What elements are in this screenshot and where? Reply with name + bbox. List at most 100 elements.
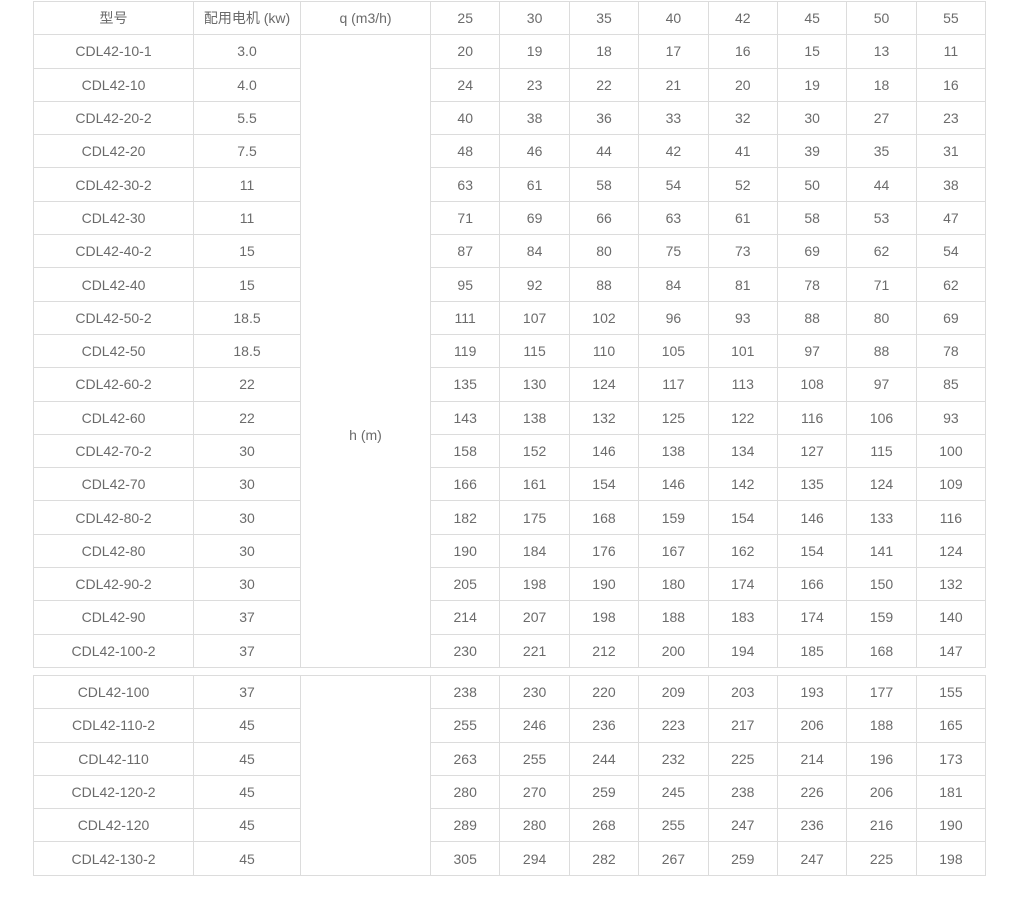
head-value-cell: 143 [429, 400, 501, 435]
model-cell: CDL42-100 [33, 674, 194, 710]
head-value-cell: 53 [846, 200, 917, 236]
table-row: CDL42-90 37 214 207 198 188 183 174 159 … [33, 600, 987, 635]
motor-power-cell: 15 [193, 234, 301, 269]
head-value-cell: 200 [638, 633, 709, 668]
head-value-cell: 206 [846, 774, 917, 810]
head-value-cell: 125 [638, 400, 709, 435]
model-cell: CDL42-30-2 [33, 167, 194, 202]
motor-power-cell: 7.5 [193, 134, 301, 169]
head-value-cell: 280 [429, 774, 501, 810]
head-value-cell: 20 [429, 34, 501, 69]
head-value-cell: 63 [638, 200, 709, 236]
model-cell: CDL42-80 [33, 533, 194, 569]
head-value-cell: 73 [707, 234, 778, 269]
head-value-cell: 33 [638, 100, 709, 136]
head-value-cell: 194 [707, 633, 778, 668]
head-value-cell: 190 [568, 567, 640, 602]
head-value-cell: 183 [707, 600, 778, 635]
head-value-cell: 188 [846, 708, 917, 743]
head-value-cell: 209 [638, 674, 709, 710]
head-value-cell: 138 [638, 433, 709, 469]
table-row: CDL42-130-2 45 305 294 282 267 259 247 2… [33, 841, 987, 876]
head-value-cell: 270 [499, 774, 570, 810]
head-value-cell: 81 [707, 267, 778, 302]
head-value-cell: 66 [568, 200, 640, 236]
head-value-cell: 168 [846, 633, 917, 668]
head-value-cell: 152 [499, 433, 570, 469]
head-value-cell: 93 [707, 300, 778, 335]
table-row: CDL42-90-2 30 205 198 190 180 174 166 15… [33, 567, 987, 602]
head-value-cell: 88 [568, 267, 640, 302]
col-header-flow-30: 30 [499, 0, 570, 36]
head-value-cell: 127 [776, 433, 848, 469]
head-value-cell: 174 [707, 567, 778, 602]
head-value-cell: 190 [915, 808, 987, 843]
head-value-cell: 108 [776, 367, 848, 402]
model-cell: CDL42-110-2 [33, 708, 194, 743]
head-unit-cell: h (m) [300, 34, 431, 668]
table-section-divider [33, 668, 1024, 675]
motor-power-cell: 30 [193, 567, 301, 602]
head-value-cell: 198 [568, 600, 640, 635]
model-cell: CDL42-10 [33, 67, 194, 102]
head-value-cell: 133 [846, 500, 917, 535]
model-cell: CDL42-10-1 [33, 34, 194, 69]
head-value-cell: 246 [499, 708, 570, 743]
head-value-cell: 221 [499, 633, 570, 668]
head-value-cell: 23 [499, 67, 570, 102]
table-row: CDL42-10 4.0 24 23 22 21 20 19 18 16 [33, 67, 987, 102]
head-value-cell: 236 [568, 708, 640, 743]
head-value-cell: 102 [568, 300, 640, 335]
table-row: CDL42-120-2 45 280 270 259 245 238 226 2… [33, 774, 987, 810]
head-value-cell: 174 [776, 600, 848, 635]
model-cell: CDL42-130-2 [33, 841, 194, 876]
table-row: CDL42-70 30 166 161 154 146 142 135 124 … [33, 467, 987, 502]
model-cell: CDL42-30 [33, 200, 194, 236]
head-value-cell: 147 [915, 633, 987, 668]
col-header-flow-25: 25 [429, 0, 501, 36]
col-header-flow-42: 42 [707, 0, 778, 36]
head-value-cell: 48 [429, 134, 501, 169]
table-row: CDL42-100-2 37 230 221 212 200 194 185 1… [33, 633, 987, 668]
table-row: CDL42-20-2 5.5 40 38 36 33 32 30 27 23 [33, 100, 987, 136]
col-header-flow-35: 35 [568, 0, 640, 36]
motor-power-cell: 18.5 [193, 333, 301, 369]
head-value-cell: 52 [707, 167, 778, 202]
head-value-cell: 124 [568, 367, 640, 402]
head-value-cell: 230 [499, 674, 570, 710]
head-value-cell: 159 [846, 600, 917, 635]
head-value-cell: 58 [776, 200, 848, 236]
head-value-cell: 268 [568, 808, 640, 843]
head-value-cell: 101 [707, 333, 778, 369]
head-value-cell: 225 [846, 841, 917, 876]
model-cell: CDL42-20-2 [33, 100, 194, 136]
model-cell: CDL42-110 [33, 741, 194, 776]
head-value-cell: 62 [846, 234, 917, 269]
head-value-cell: 61 [707, 200, 778, 236]
table-row: CDL42-50-2 18.5 111 107 102 96 93 88 80 … [33, 300, 987, 335]
col-header-flow-55: 55 [915, 0, 987, 36]
head-value-cell: 117 [638, 367, 709, 402]
head-value-cell: 24 [429, 67, 501, 102]
head-value-cell: 138 [499, 400, 570, 435]
model-cell: CDL42-60 [33, 400, 194, 435]
table-row: CDL42-60-2 22 135 130 124 117 113 108 97… [33, 367, 987, 402]
model-cell: CDL42-70 [33, 467, 194, 502]
head-value-cell: 282 [568, 841, 640, 876]
head-value-cell: 225 [707, 741, 778, 776]
spec-table-lower: CDL42-100 37 238 230 220 209 203 193 177… [33, 674, 987, 876]
head-value-cell: 162 [707, 533, 778, 569]
pump-performance-table-section: 型号 配用电机 (kw) q (m3/h) 25 30 35 40 42 45 … [33, 0, 1024, 876]
head-value-cell: 97 [846, 367, 917, 402]
head-value-cell: 245 [638, 774, 709, 810]
head-value-cell: 105 [638, 333, 709, 369]
model-cell: CDL42-90-2 [33, 567, 194, 602]
head-value-cell: 97 [776, 333, 848, 369]
head-value-cell: 35 [846, 134, 917, 169]
motor-power-cell: 45 [193, 774, 301, 810]
head-value-cell: 88 [776, 300, 848, 335]
head-value-cell: 17 [638, 34, 709, 69]
head-value-cell: 119 [429, 333, 501, 369]
head-value-cell: 113 [707, 367, 778, 402]
head-value-cell: 220 [568, 674, 640, 710]
